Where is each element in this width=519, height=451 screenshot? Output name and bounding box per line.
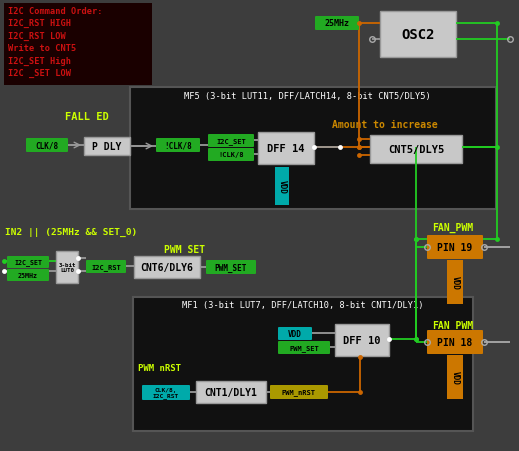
Bar	[370, 136, 462, 164]
Text: CNT1/DLY1: CNT1/DLY1	[204, 387, 257, 397]
Bar	[447, 355, 463, 399]
Text: MF5 (3-bit LUT11, DFF/LATCH14, 8-bit CNT5/DLY5): MF5 (3-bit LUT11, DFF/LATCH14, 8-bit CNT…	[184, 91, 430, 100]
Text: PWM_SET: PWM_SET	[215, 263, 247, 272]
FancyBboxPatch shape	[278, 341, 330, 354]
Text: VDD: VDD	[288, 329, 302, 338]
Text: PIN 19: PIN 19	[438, 243, 473, 253]
Text: CLK/8,
I2C_RST: CLK/8, I2C_RST	[153, 387, 179, 398]
Text: FAN_PWM: FAN_PWM	[432, 222, 473, 233]
Text: I2C Command Order:: I2C Command Order:	[8, 6, 102, 15]
Text: DFF 14: DFF 14	[267, 144, 305, 154]
Text: CLK/8: CLK/8	[35, 141, 59, 150]
Bar	[130, 88, 496, 210]
Bar	[447, 260, 463, 304]
FancyBboxPatch shape	[206, 260, 256, 274]
Text: PWM SET: PWM SET	[165, 244, 206, 254]
Text: FALL ED: FALL ED	[65, 112, 109, 122]
Text: !CLK/8: !CLK/8	[218, 152, 244, 158]
FancyBboxPatch shape	[86, 260, 126, 273]
Text: I2C_RST: I2C_RST	[91, 263, 121, 270]
Text: VDD: VDD	[278, 179, 286, 193]
Text: DFF 10: DFF 10	[343, 335, 381, 345]
Text: VDD: VDD	[450, 276, 459, 289]
Text: CNT5/DLY5: CNT5/DLY5	[388, 145, 444, 155]
Bar	[133, 297, 473, 431]
Bar	[380, 12, 456, 58]
FancyBboxPatch shape	[427, 235, 483, 259]
Text: Amount to increase: Amount to increase	[332, 120, 438, 130]
FancyBboxPatch shape	[315, 17, 359, 31]
Bar	[275, 168, 289, 206]
Text: OSC2: OSC2	[401, 28, 435, 42]
FancyBboxPatch shape	[7, 269, 49, 281]
FancyBboxPatch shape	[427, 330, 483, 354]
Text: 25MHz: 25MHz	[18, 272, 38, 278]
Text: FAN_PWM: FAN_PWM	[432, 320, 473, 331]
Text: PIN 18: PIN 18	[438, 337, 473, 347]
Text: I2C _SET LOW: I2C _SET LOW	[8, 69, 71, 78]
Bar	[4, 4, 152, 86]
FancyBboxPatch shape	[278, 327, 312, 340]
Bar	[196, 381, 266, 403]
FancyBboxPatch shape	[208, 149, 254, 161]
Text: MF1 (3-bit LUT7, DFF/LATCH10, 8-bit CNT1/DLY1): MF1 (3-bit LUT7, DFF/LATCH10, 8-bit CNT1…	[182, 301, 424, 310]
Bar	[56, 252, 78, 283]
Text: I2C_SET High: I2C_SET High	[8, 56, 71, 65]
FancyBboxPatch shape	[26, 139, 68, 152]
Text: 3-bit
LUT0: 3-bit LUT0	[58, 262, 76, 273]
Text: PWM_SET: PWM_SET	[289, 344, 319, 351]
Text: IN2 || (25MHz && SET_0): IN2 || (25MHz && SET_0)	[5, 227, 137, 236]
FancyBboxPatch shape	[156, 139, 200, 152]
Text: CNT6/DLY6: CNT6/DLY6	[141, 262, 194, 272]
Bar	[84, 138, 130, 156]
Text: I2C_SET: I2C_SET	[216, 138, 246, 145]
FancyBboxPatch shape	[7, 257, 49, 268]
Text: PWM nRST: PWM nRST	[139, 364, 182, 373]
Text: I2C_RST HIGH: I2C_RST HIGH	[8, 19, 71, 28]
FancyBboxPatch shape	[142, 385, 190, 400]
Text: P DLY: P DLY	[92, 142, 121, 152]
Bar	[258, 133, 314, 165]
FancyBboxPatch shape	[208, 135, 254, 147]
Text: I2C_SET: I2C_SET	[14, 259, 42, 266]
FancyBboxPatch shape	[270, 385, 328, 399]
Text: Write to CNT5: Write to CNT5	[8, 44, 76, 53]
Bar	[134, 257, 200, 278]
Text: I2C_RST LOW: I2C_RST LOW	[8, 32, 66, 41]
Text: 25MHz: 25MHz	[324, 19, 349, 28]
Bar	[335, 324, 389, 356]
Text: !CLK/8: !CLK/8	[164, 141, 192, 150]
Text: PWM_nRST: PWM_nRST	[282, 389, 316, 396]
Text: VDD: VDD	[450, 370, 459, 384]
